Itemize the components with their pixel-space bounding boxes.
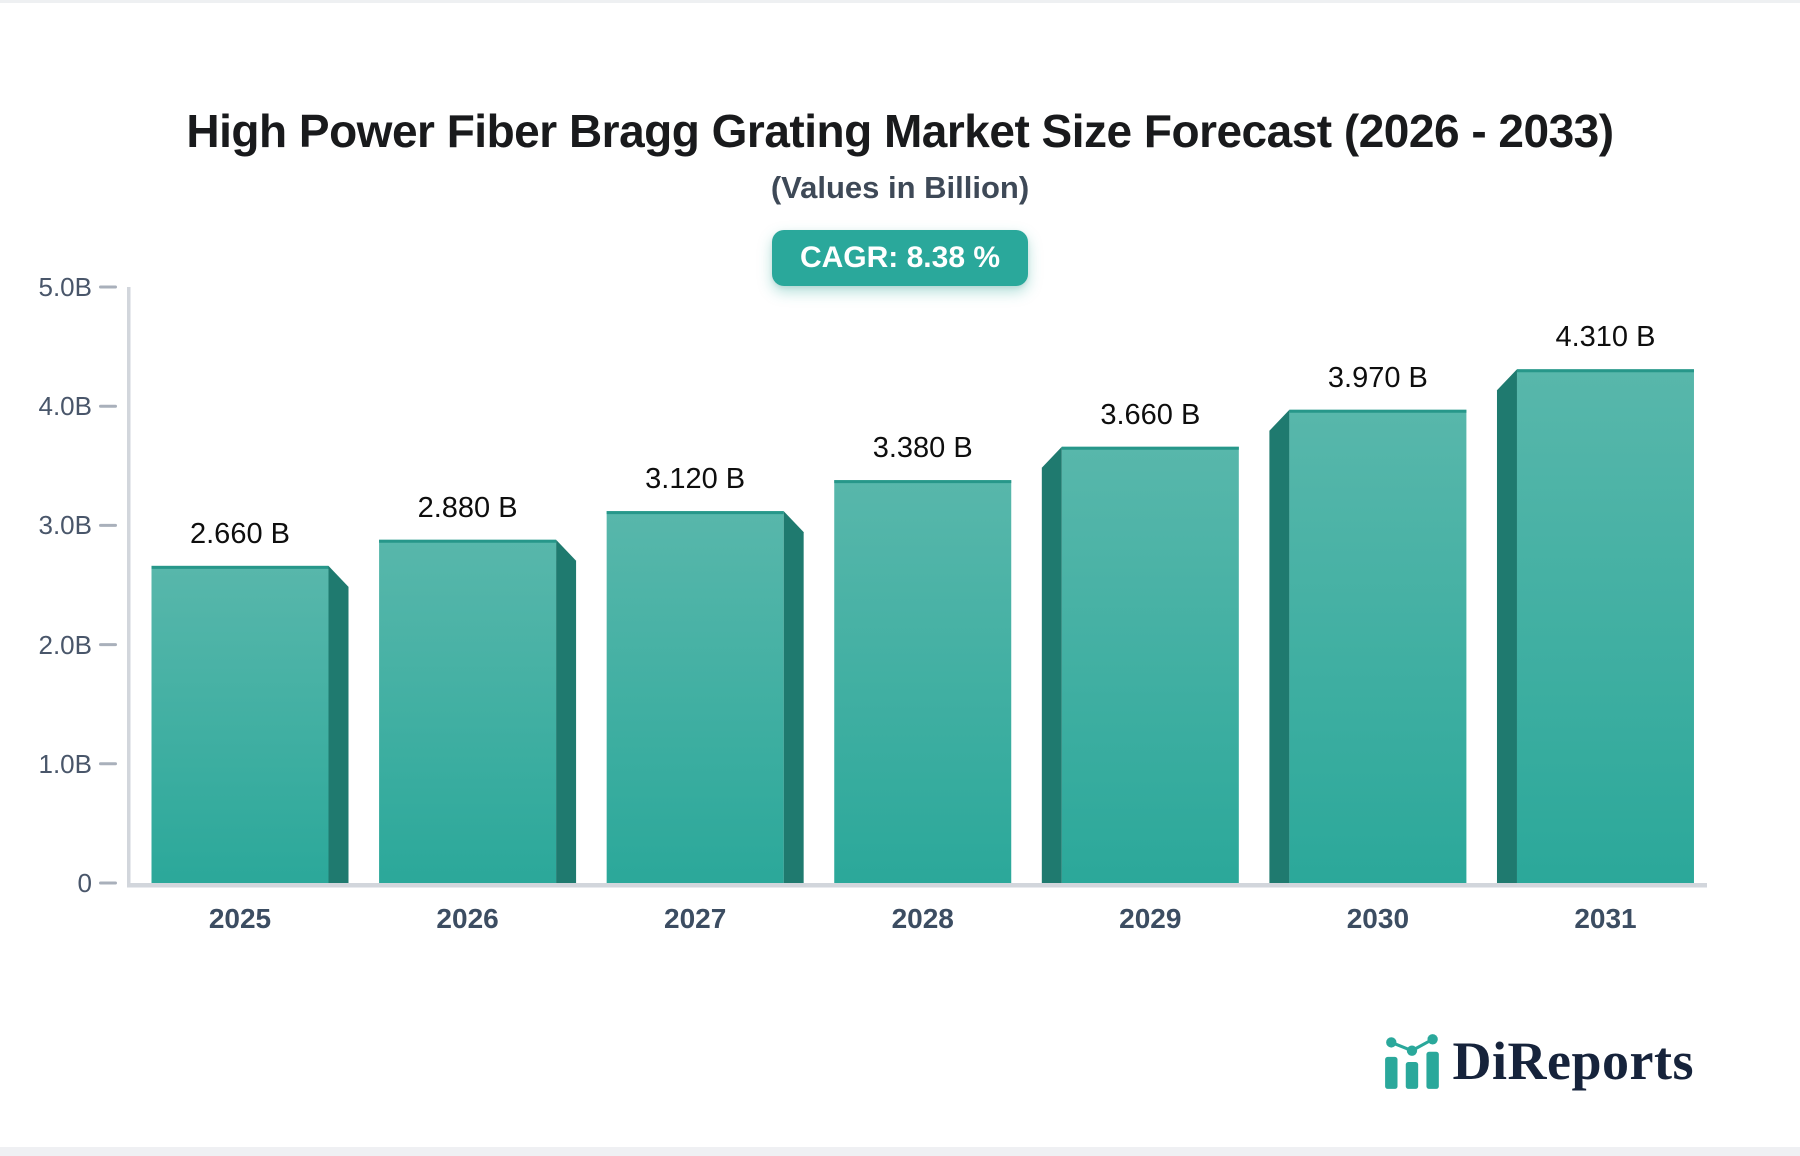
bar bbox=[379, 539, 557, 883]
x-axis-label: 2029 bbox=[1119, 903, 1182, 934]
mini-bar-line-chart-icon bbox=[1384, 1034, 1439, 1089]
x-axis-label: 2028 bbox=[891, 903, 954, 934]
y-axis-tick bbox=[99, 285, 117, 289]
y-axis-label: 3.0B bbox=[38, 510, 93, 541]
chart-title: High Power Fiber Bragg Grating Market Si… bbox=[186, 105, 1614, 157]
y-axis-label: 4.0B bbox=[38, 391, 93, 422]
y-axis-tick bbox=[99, 404, 117, 408]
logo-text: DiReports bbox=[1452, 1031, 1694, 1091]
x-axis-label: 2031 bbox=[1574, 903, 1637, 934]
x-axis-line bbox=[127, 883, 1707, 888]
y-axis-tick bbox=[99, 643, 117, 647]
y-axis-label: 2.0B bbox=[38, 629, 93, 660]
top-frame-edge bbox=[0, 0, 1800, 3]
bar bbox=[1516, 369, 1694, 883]
bar-side-face bbox=[1269, 409, 1290, 883]
bar-value-label: 3.660 B bbox=[1100, 398, 1201, 431]
x-axis-label: 2026 bbox=[436, 903, 499, 934]
y-axis-label: 5.0B bbox=[38, 272, 93, 302]
x-axis-label: 2030 bbox=[1346, 903, 1410, 934]
cagr-badge-label: CAGR: 8.38 % bbox=[799, 241, 1001, 274]
y-axis-line bbox=[127, 287, 131, 887]
bar-value-label: 2.660 B bbox=[190, 517, 290, 550]
bar bbox=[606, 511, 784, 883]
x-axis-label: 2025 bbox=[208, 903, 272, 934]
y-axis-label: 0 bbox=[77, 868, 92, 898]
bar bbox=[1289, 409, 1467, 883]
y-axis-tick bbox=[99, 523, 117, 527]
bar bbox=[834, 480, 1012, 883]
direports-logo: DiReports bbox=[1382, 1030, 1694, 1092]
bottom-frame-edge bbox=[0, 1147, 1800, 1156]
bar-value-label: 3.120 B bbox=[645, 463, 746, 496]
bar-value-label: 4.310 B bbox=[1555, 321, 1656, 354]
bar-value-label: 2.880 B bbox=[417, 491, 518, 524]
bar bbox=[1061, 446, 1239, 883]
bar-value-label: 3.970 B bbox=[1327, 361, 1428, 394]
bar-side-face bbox=[1041, 446, 1062, 883]
y-axis-tick bbox=[99, 762, 117, 766]
x-axis-label: 2027 bbox=[664, 903, 727, 934]
bar-side-face bbox=[328, 565, 349, 883]
bar bbox=[151, 565, 329, 883]
bar-side-face bbox=[556, 539, 577, 883]
bar-side-face bbox=[783, 511, 804, 883]
chart-header: High Power Fiber Bragg Grating Market Si… bbox=[0, 0, 1800, 286]
chart-subtitle: (Values in Billion) bbox=[770, 170, 1030, 205]
bar-value-label: 3.380 B bbox=[872, 432, 973, 465]
bar-side-face bbox=[1496, 369, 1517, 883]
y-axis-tick bbox=[99, 881, 117, 885]
y-axis-label: 1.0B bbox=[38, 748, 93, 779]
cagr-badge: CAGR: 8.38 % bbox=[771, 230, 1029, 286]
